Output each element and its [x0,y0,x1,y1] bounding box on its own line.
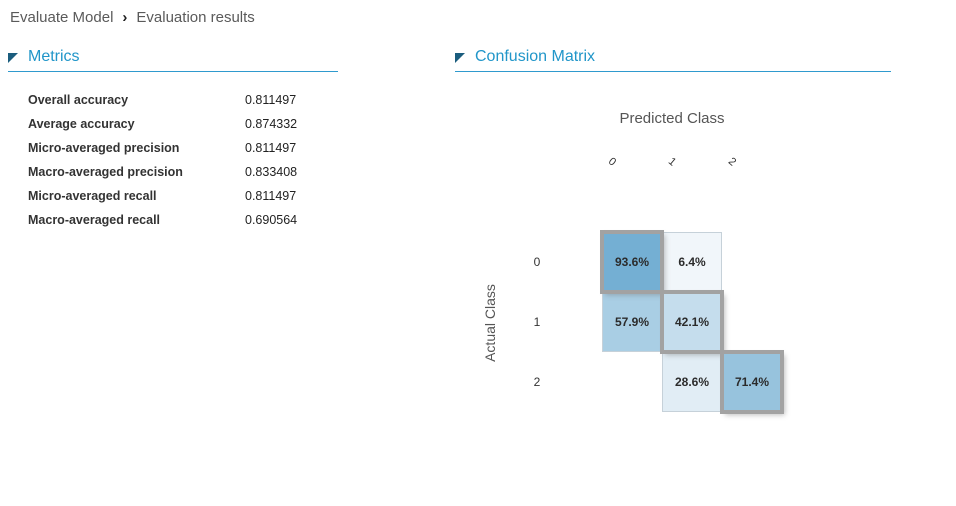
metric-label: Micro-averaged precision [28,141,180,155]
matrix-column-labels: 0 1 2 [582,150,762,174]
matrix-cell: 28.6% [662,352,722,412]
matrix-cell-empty [722,232,782,292]
metrics-title: Metrics [28,48,80,65]
confusion-matrix-underline [455,71,891,72]
actual-class-axis-title: Actual Class [482,284,498,362]
confusion-matrix-title: Confusion Matrix [475,48,596,65]
breadcrumb-item-evaluate-model[interactable]: Evaluate Model [10,9,114,26]
table-row: Overall accuracy 0.811497 [8,88,338,112]
metrics-section: Metrics Overall accuracy 0.811497 Averag… [8,48,338,232]
row-label: 1 [533,315,541,329]
metrics-section-header[interactable]: Metrics [8,48,338,66]
confusion-matrix-grid: 93.6% 6.4% 57.9% 42.1% 28.6% 71.4% [600,230,784,414]
matrix-cell: 57.9% [602,292,662,352]
confusion-matrix-section-header[interactable]: Confusion Matrix [455,48,891,66]
metrics-underline [8,71,338,72]
breadcrumb-chevron-icon: › [122,9,128,26]
column-label: 1 [665,155,679,169]
breadcrumb: Evaluate Model › Evaluation results [10,9,255,26]
row-label: 2 [533,375,541,389]
matrix-cell: 71.4% [720,350,784,414]
matrix-cell: 42.1% [660,290,724,354]
breadcrumb-item-evaluation-results: Evaluation results [136,9,255,26]
metric-label: Micro-averaged recall [28,189,157,203]
matrix-cell: 6.4% [662,232,722,292]
row-label: 0 [533,255,541,269]
collapse-triangle-icon [455,53,465,63]
matrix-cell-empty [722,292,782,352]
table-row: Micro-averaged recall 0.811497 [8,184,338,208]
predicted-class-axis-title: Predicted Class [619,110,725,127]
metric-value: 0.874332 [245,117,298,131]
metric-label: Macro-averaged recall [28,213,161,227]
table-row: Macro-averaged precision 0.833408 [8,160,338,184]
table-row: Macro-averaged recall 0.690564 [8,208,338,232]
metric-value: 0.811497 [245,141,297,155]
metrics-table: Overall accuracy 0.811497 Average accura… [8,88,338,232]
metric-value: 0.811497 [245,189,297,203]
metric-label: Overall accuracy [28,93,129,107]
metric-value: 0.690564 [245,213,298,227]
matrix-cell-empty [602,352,662,412]
matrix-row-labels: 0 1 2 [524,232,550,412]
confusion-matrix-section: Confusion Matrix Predicted Class 0 1 2 A… [455,48,891,468]
metric-value: 0.811497 [245,93,297,107]
table-row: Average accuracy 0.874332 [8,112,338,136]
table-row: Micro-averaged precision 0.811497 [8,136,338,160]
metric-value: 0.833408 [245,165,298,179]
metric-label: Macro-averaged precision [28,165,183,179]
metric-label: Average accuracy [28,117,135,131]
collapse-triangle-icon [8,53,18,63]
column-label: 2 [725,155,739,169]
column-label: 0 [605,155,619,169]
matrix-cell: 93.6% [600,230,664,294]
